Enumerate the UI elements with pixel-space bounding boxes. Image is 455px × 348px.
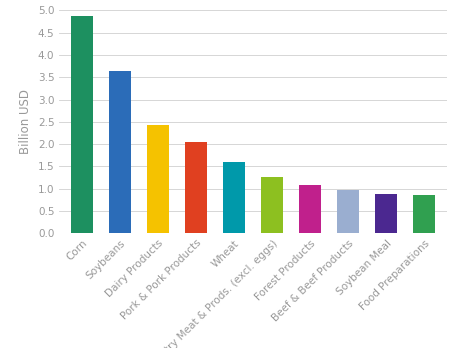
Bar [184, 142, 207, 233]
Bar [222, 162, 245, 233]
Bar [108, 71, 131, 233]
Y-axis label: Billion USD: Billion USD [19, 89, 32, 154]
Bar [336, 190, 359, 233]
Bar [147, 125, 169, 233]
Bar [374, 195, 397, 233]
Bar [298, 185, 321, 233]
Bar [71, 16, 93, 233]
Bar [412, 195, 435, 233]
Bar [260, 177, 283, 233]
